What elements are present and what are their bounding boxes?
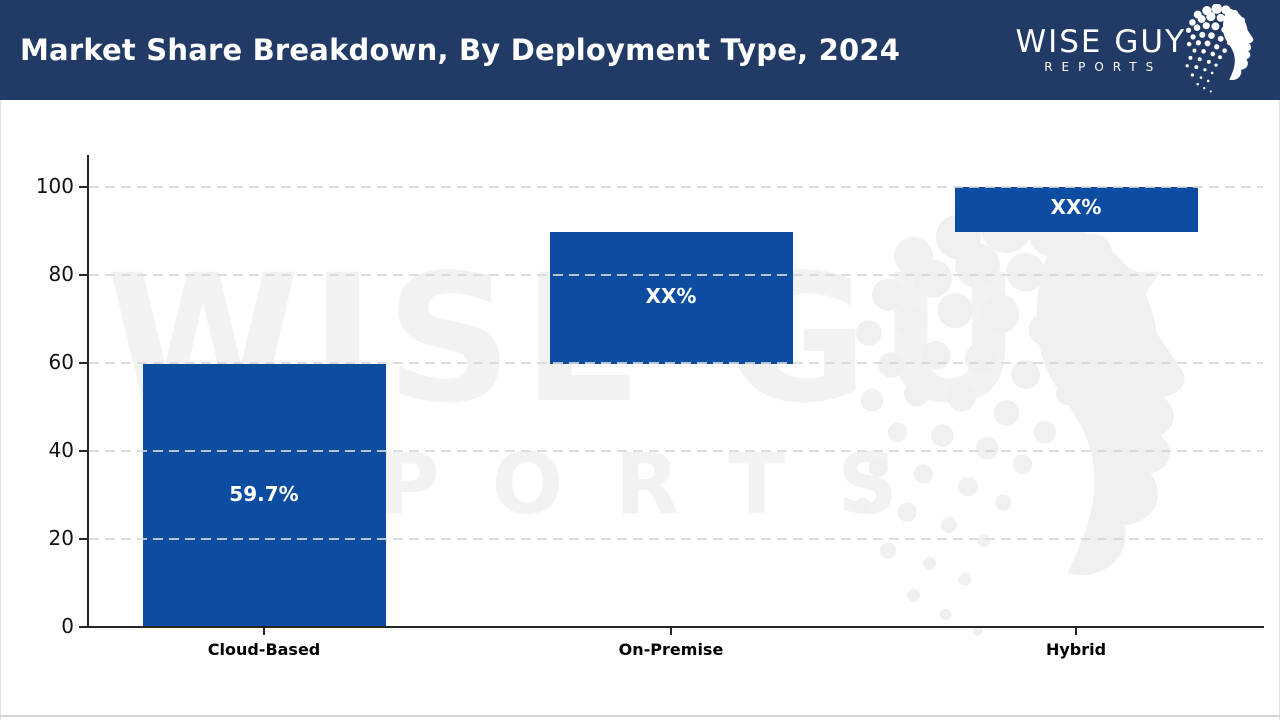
logo-dotted-head-profile-icon <box>1185 4 1254 93</box>
y-tick-label: 0 <box>61 614 74 638</box>
y-tick-label: 20 <box>48 526 74 550</box>
gridline-y-100 <box>89 186 1263 188</box>
gridline-y-80 <box>89 274 1263 276</box>
bar-value-label: XX% <box>1050 195 1102 220</box>
chart-title: Market Share Breakdown, By Deployment Ty… <box>20 33 901 67</box>
x-tick-mark-hybrid <box>1075 628 1077 635</box>
gridline-y-40 <box>89 450 1263 452</box>
bar-value-label: 59.7% <box>229 481 299 506</box>
bar-value-label: XX% <box>645 284 697 309</box>
y-tick-mark-40 <box>79 450 88 452</box>
logo-reports-text: REPORTS <box>1044 59 1163 74</box>
bar-cloud-based <box>142 364 386 627</box>
logo-text: WISE GUY REPORTS <box>1015 26 1186 74</box>
y-tick-mark-0 <box>79 626 88 628</box>
gridline-y-20 <box>89 538 1263 540</box>
y-tick-mark-100 <box>79 186 88 188</box>
x-axis-line <box>87 626 1264 628</box>
logo-wiseguy-text: WISE GUY <box>1015 24 1186 61</box>
x-tick-mark-on-premise <box>670 628 672 635</box>
y-tick-mark-60 <box>79 362 88 364</box>
bottom-divider-line <box>0 715 1280 717</box>
y-tick-label: 100 <box>35 174 74 198</box>
wise-guy-reports-logo: WISE GUY REPORTS <box>1015 4 1266 96</box>
y-tick-label: 40 <box>48 438 74 462</box>
x-category-label: Hybrid <box>1045 640 1107 659</box>
y-tick-mark-20 <box>79 538 88 540</box>
y-tick-label: 60 <box>48 350 74 374</box>
x-category-label: On-Premise <box>618 640 724 659</box>
header-bar: Market Share Breakdown, By Deployment Ty… <box>0 0 1280 100</box>
y-axis-line <box>87 155 89 628</box>
x-tick-mark-cloud-based <box>263 628 265 635</box>
gridline-y-60 <box>89 362 1263 364</box>
y-tick-mark-80 <box>79 274 88 276</box>
bar-on-premise <box>549 231 793 365</box>
x-category-label: Cloud-Based <box>207 640 321 659</box>
y-tick-label: 80 <box>48 262 74 286</box>
